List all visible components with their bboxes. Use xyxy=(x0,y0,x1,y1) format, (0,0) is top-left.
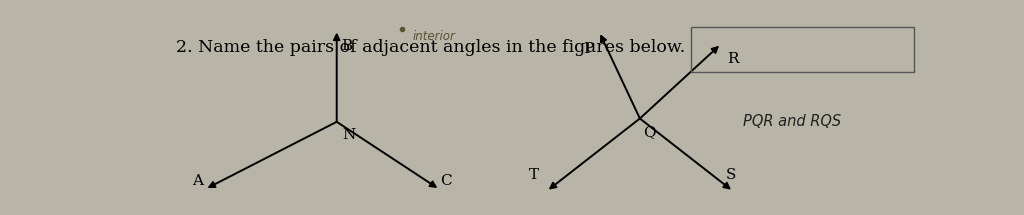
Text: P: P xyxy=(583,42,594,56)
Text: interior: interior xyxy=(412,30,455,43)
Text: A: A xyxy=(193,174,204,188)
Text: C: C xyxy=(439,174,452,188)
Text: N: N xyxy=(342,128,355,142)
Text: R: R xyxy=(727,52,738,66)
Text: 2. Name the pairs of adjacent angles in the figures below.: 2. Name the pairs of adjacent angles in … xyxy=(176,39,685,56)
Text: S: S xyxy=(726,168,736,182)
Text: B: B xyxy=(341,39,352,53)
Text: T: T xyxy=(529,168,540,182)
Text: Q: Q xyxy=(643,125,655,139)
Text: PQR and RQS: PQR and RQS xyxy=(743,114,841,129)
